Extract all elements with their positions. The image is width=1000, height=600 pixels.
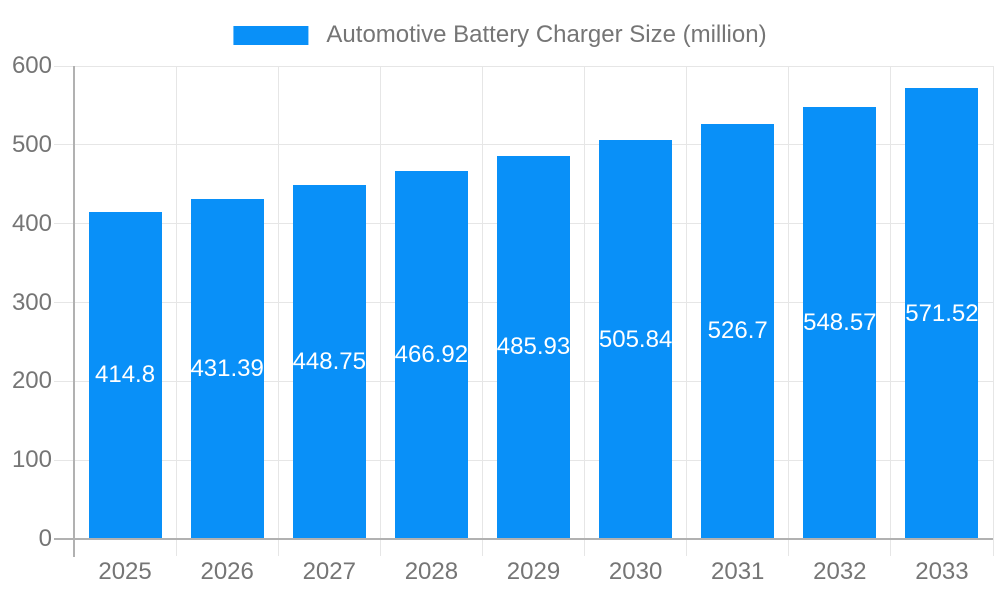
bar-value-label: 466.92	[394, 340, 469, 368]
gridline-vertical	[788, 66, 790, 539]
legend-swatch-icon	[233, 25, 309, 45]
y-axis-tick-label: 500	[11, 130, 52, 158]
bar[interactable]	[190, 198, 264, 539]
bar[interactable]	[497, 155, 570, 539]
gridline-vertical	[686, 66, 688, 539]
bar[interactable]	[88, 211, 162, 539]
gridline-horizontal	[74, 65, 993, 67]
x-axis-tick	[379, 539, 381, 556]
x-axis-tick	[788, 539, 790, 556]
x-axis-tick	[686, 539, 688, 556]
bar-value-label: 414.8	[95, 361, 156, 389]
bar-value-label: 485.93	[496, 333, 571, 361]
bar-value-label: 448.75	[292, 348, 366, 376]
x-axis-tick-label: 2032	[813, 558, 867, 585]
x-axis-tick-label: 2030	[608, 558, 663, 585]
x-axis-tick-label: 2029	[506, 558, 561, 585]
gridline-vertical	[379, 66, 381, 539]
bar[interactable]	[803, 106, 877, 539]
bar-value-label: 431.39	[190, 354, 264, 382]
bar[interactable]	[394, 170, 468, 539]
y-axis-tick	[54, 144, 74, 146]
y-axis-tick-label: 100	[11, 446, 52, 474]
x-axis-tick	[584, 539, 586, 556]
y-axis-tick	[54, 380, 74, 382]
bar[interactable]	[292, 185, 366, 539]
x-axis-tick	[481, 539, 483, 556]
x-axis-tick	[890, 539, 892, 556]
gridline-vertical	[584, 66, 586, 539]
y-axis-tick	[54, 538, 74, 540]
y-axis-line	[73, 66, 75, 557]
gridline-horizontal	[74, 144, 993, 146]
x-axis-baseline-overlay	[74, 538, 993, 540]
y-axis-tick	[54, 65, 74, 67]
bar-value-label: 548.57	[803, 308, 877, 336]
y-axis-tick-label: 200	[11, 367, 52, 395]
y-axis-tick	[54, 223, 74, 225]
y-axis-tick	[54, 302, 74, 303]
x-axis-tick-label: 2027	[302, 558, 356, 585]
x-axis-tick-label: 2031	[711, 558, 765, 585]
gridline-vertical	[890, 66, 892, 539]
bar-value-label: 526.7	[707, 317, 768, 345]
legend-label: Automotive Battery Charger Size (million…	[326, 21, 767, 48]
y-axis-tick-label: 0	[38, 525, 52, 552]
bar[interactable]	[701, 123, 775, 539]
gridline-vertical	[277, 66, 279, 539]
y-axis-tick-label: 600	[11, 52, 52, 79]
gridline-vertical	[481, 66, 483, 539]
gridline-vertical	[175, 66, 177, 539]
y-axis-tick	[54, 459, 74, 461]
legend: Automotive Battery Charger Size (million…	[233, 21, 767, 49]
bar[interactable]	[905, 88, 979, 539]
x-axis-tick	[992, 539, 994, 556]
bar-value-label: 571.52	[905, 299, 979, 327]
bar-value-label: 505.84	[598, 325, 673, 353]
bar[interactable]	[599, 140, 673, 539]
gridline-vertical	[992, 66, 994, 539]
x-axis-tick-label: 2033	[915, 558, 969, 585]
y-axis-tick-label: 300	[11, 288, 52, 316]
x-axis-tick-label: 2025	[98, 558, 152, 585]
x-axis-tick	[277, 539, 279, 556]
y-axis-tick-label: 400	[11, 209, 52, 237]
x-axis-tick	[175, 539, 177, 556]
x-axis-tick-label: 2026	[200, 558, 254, 585]
x-axis-tick-label: 2028	[404, 558, 459, 585]
